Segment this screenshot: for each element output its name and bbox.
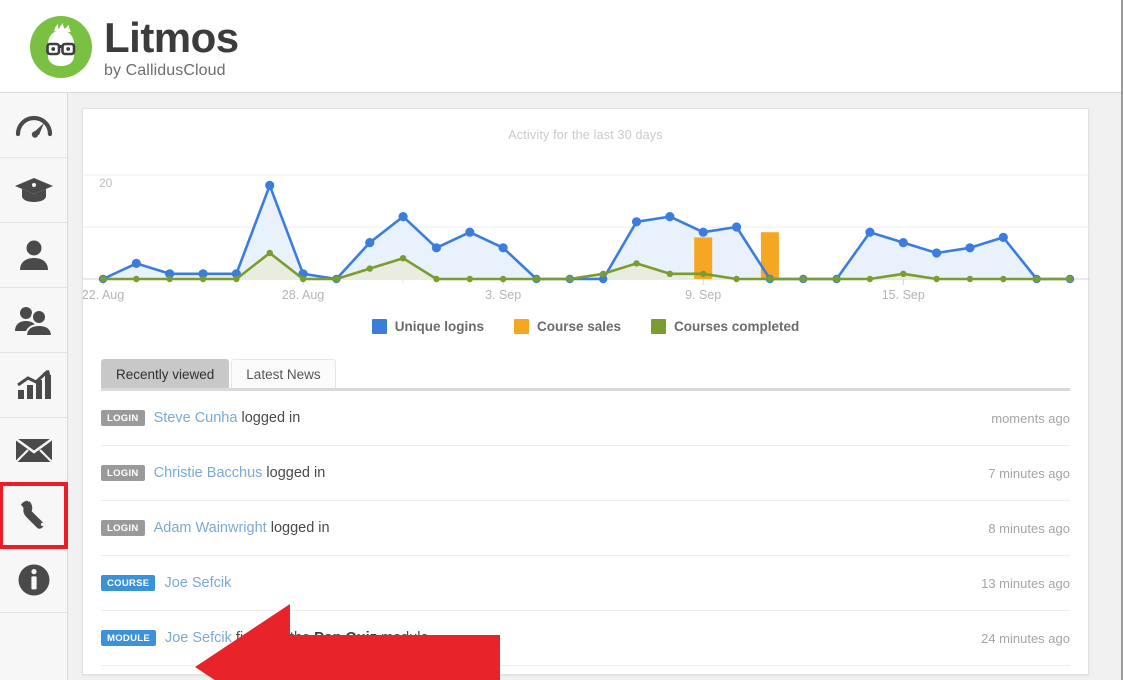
- activity-feed: LOGIN Steve Cunha logged in moments ago LOG…: [101, 391, 1070, 666]
- sidebar-item-courses[interactable]: [0, 158, 67, 223]
- svg-text:9. Sep: 9. Sep: [685, 288, 721, 302]
- activity-text: Steve Cunha logged in: [153, 410, 301, 426]
- activity-badge: COURSE: [101, 575, 156, 591]
- activity-row[interactable]: LOGIN Adam Wainwright logged in 8 minutes …: [101, 501, 1070, 556]
- sidebar-item-settings[interactable]: [0, 482, 68, 549]
- legend-item-course-sales[interactable]: Course sales: [513, 318, 621, 334]
- legend-item-courses-completed[interactable]: Courses completed: [651, 318, 800, 334]
- activity-user-link[interactable]: Christie Bacchus: [153, 465, 263, 481]
- main-content: Activity for the last 30 days 20 22. Aug 2…: [68, 93, 1121, 680]
- legend-label-course-sales: Course sales: [536, 318, 621, 334]
- svg-text:3. Sep: 3. Sep: [485, 288, 521, 302]
- legend-swatch-course-sales: [513, 318, 529, 334]
- sidebar-item-reports[interactable]: [0, 353, 67, 418]
- activity-user-link[interactable]: Steve Cunha: [153, 410, 238, 426]
- activity-text: Christie Bacchus logged in: [153, 465, 326, 481]
- activity-row[interactable]: MODULE Joe Sefcik finished the Pop Quiz m…: [101, 611, 1070, 666]
- activity-chart: Activity for the last 30 days 20 22. Aug 2…: [83, 109, 1090, 317]
- legend-label-unique-logins: Unique logins: [394, 318, 484, 334]
- dashboard-panel: Activity for the last 30 days 20 22. Aug 2…: [82, 108, 1090, 680]
- chart-title: Activity for the last 30 days: [508, 128, 663, 142]
- chart-plot-area[interactable]: 20 22. Aug 28. Aug 3. Sep 9. Sep 15. Sep: [83, 157, 1090, 307]
- graduation-cap-icon: [14, 175, 54, 205]
- activity-timestamp: 8 minutes ago: [988, 520, 1070, 536]
- people-group-icon: [14, 304, 53, 336]
- legend-swatch-unique-logins: [371, 318, 387, 334]
- sidebar-item-dashboard[interactable]: [0, 93, 67, 158]
- gauge-icon: [15, 110, 53, 140]
- activity-text: Joe Sefcik: [164, 575, 231, 591]
- activity-user-link[interactable]: Joe Sefcik: [164, 630, 232, 646]
- activity-timestamp: 24 minutes ago: [981, 630, 1070, 646]
- info-circle-icon: [17, 563, 51, 597]
- svg-text:20: 20: [99, 176, 113, 190]
- person-icon: [18, 239, 50, 271]
- brand-logo[interactable]: Litmos by CallidusCloud: [28, 14, 239, 80]
- activity-row[interactable]: LOGIN Christie Bacchus logged in 7 minutes…: [101, 446, 1070, 501]
- legend-label-courses-completed: Courses completed: [674, 318, 800, 334]
- activity-badge: LOGIN: [101, 520, 145, 536]
- activity-timestamp: moments ago: [991, 410, 1070, 426]
- sidebar-item-messages[interactable]: [0, 418, 67, 483]
- brand-title: Litmos: [104, 14, 239, 61]
- activity-badge: LOGIN: [101, 410, 145, 426]
- bar-chart-growth-icon: [16, 370, 52, 400]
- activity-row[interactable]: LOGIN Steve Cunha logged in moments ago: [101, 391, 1070, 446]
- primary-sidebar: [0, 93, 68, 680]
- sidebar-item-people[interactable]: [0, 223, 67, 288]
- litmos-nerd-face-logo-icon: [28, 14, 94, 80]
- sidebar-item-teams[interactable]: [0, 288, 67, 353]
- svg-text:15. Sep: 15. Sep: [882, 288, 925, 302]
- tab-recently-viewed[interactable]: Recently viewed: [101, 359, 230, 388]
- brand-subtitle: by CallidusCloud: [104, 62, 226, 79]
- brand-wordmark: Litmos by CallidusCloud: [104, 14, 239, 80]
- svg-text:28. Aug: 28. Aug: [282, 288, 324, 302]
- tab-underline: [101, 388, 1070, 391]
- envelope-icon: [14, 437, 53, 464]
- activity-timestamp: 7 minutes ago: [988, 465, 1070, 481]
- chart-legend: Unique logins Course sales Courses compl…: [83, 313, 1088, 339]
- activity-text: Joe Sefcik finished the Pop Quiz module: [164, 630, 429, 646]
- panel-tabs: Recently viewed Latest News: [101, 359, 1088, 388]
- legend-item-unique-logins[interactable]: Unique logins: [371, 318, 484, 334]
- svg-text:22. Aug: 22. Aug: [83, 288, 124, 302]
- activity-badge: LOGIN: [101, 465, 145, 481]
- activity-row[interactable]: COURSE Joe Sefcik 13 minutes ago: [101, 556, 1070, 611]
- legend-swatch-courses-completed: [651, 318, 666, 334]
- wrench-icon: [17, 498, 51, 532]
- activity-user-link[interactable]: Adam Wainwright: [153, 520, 267, 536]
- activity-text: Adam Wainwright logged in: [153, 520, 330, 536]
- activity-user-link[interactable]: Joe Sefcik: [164, 575, 232, 591]
- sidebar-item-help[interactable]: [0, 548, 67, 613]
- tab-latest-news[interactable]: Latest News: [231, 359, 336, 388]
- activity-object-name: Pop Quiz: [314, 630, 377, 646]
- activity-timestamp: 13 minutes ago: [981, 575, 1070, 591]
- activity-badge: MODULE: [101, 630, 156, 646]
- app-header: Litmos by CallidusCloud: [0, 0, 1121, 93]
